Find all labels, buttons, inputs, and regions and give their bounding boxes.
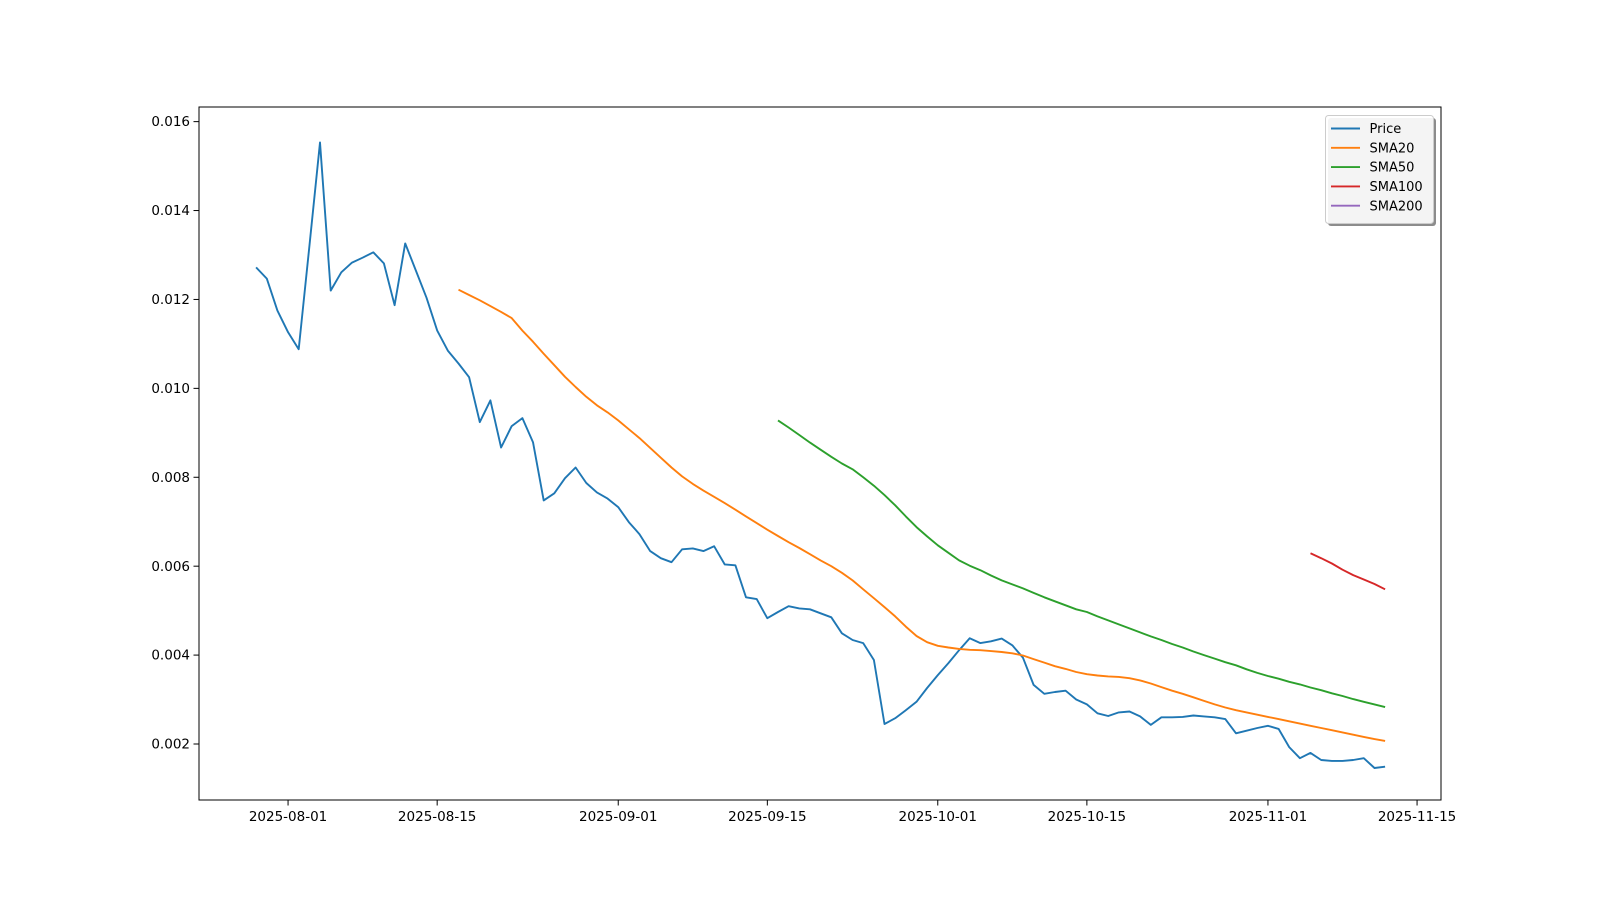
legend-box <box>1325 115 1434 224</box>
y-tick-label: 0.008 <box>151 470 190 486</box>
series-line-price <box>255 141 1386 769</box>
legend-label-price: Price <box>1370 122 1402 137</box>
plot-border <box>198 106 1442 801</box>
x-tick-label: 2025-08-15 <box>398 809 476 825</box>
x-tick-label: 2025-09-01 <box>579 809 657 825</box>
series-line-sma100 <box>1310 552 1386 591</box>
x-tick-label: 2025-11-15 <box>1378 809 1456 825</box>
y-tick-label: 0.006 <box>151 559 190 575</box>
x-tick-label: 2025-08-01 <box>249 809 327 825</box>
x-tick-label: 2025-10-15 <box>1048 809 1126 825</box>
legend-label-sma20: SMA20 <box>1370 141 1415 156</box>
legend-label-sma200: SMA200 <box>1370 199 1423 214</box>
legend-label-sma50: SMA50 <box>1370 161 1415 176</box>
legend-label-sma100: SMA100 <box>1370 180 1423 195</box>
y-tick-label: 0.012 <box>151 292 190 308</box>
x-tick-label: 2025-11-01 <box>1229 809 1307 825</box>
series-line-sma20 <box>458 288 1386 742</box>
y-tick-label: 0.002 <box>151 737 190 753</box>
y-tick-label: 0.004 <box>151 648 190 664</box>
x-tick-label: 2025-09-15 <box>728 809 806 825</box>
x-tick-label: 2025-10-01 <box>899 809 977 825</box>
y-tick-label: 0.010 <box>151 381 190 397</box>
y-tick-label: 0.014 <box>151 203 190 219</box>
series-line-sma50 <box>777 419 1386 709</box>
y-tick-label: 0.016 <box>151 114 190 130</box>
